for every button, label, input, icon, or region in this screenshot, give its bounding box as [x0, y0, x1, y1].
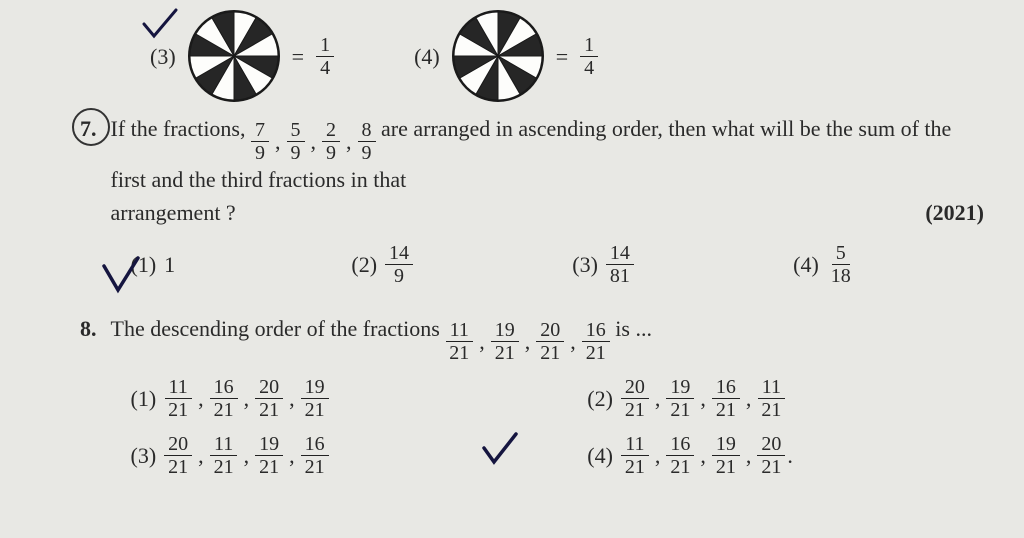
fraction: 1921 [666, 377, 694, 420]
fraction-list: 1121,1921,2021,1621 [445, 320, 610, 363]
top-pie-options-row: (3) = 1 4 (4) = 1 4 [150, 10, 984, 102]
pie-chart-4 [452, 10, 544, 102]
q8-lead: The descending order of the fractions [111, 316, 446, 341]
q7-options: (1) 1 (2) 149 (3) 1481 (4) 518 [131, 243, 985, 286]
fraction: 1121 [621, 434, 649, 477]
year-tag: (2021) [925, 196, 984, 229]
option-label: (4) [587, 439, 613, 472]
answer-option[interactable]: (4) 1121,1621,1921,2021. [587, 434, 984, 477]
q8-options: (1) 1121,1621,2021,1921 (2) 2021,1921,1621,… [131, 377, 985, 477]
q7-fraction-list: 79,59,29,89 [251, 116, 376, 141]
fraction-list: 79,59,29,89 [251, 120, 376, 163]
question-8-text: The descending order of the fractions 11… [111, 312, 985, 363]
fraction: 1121 [210, 434, 238, 477]
fraction: 1121 [164, 377, 192, 420]
fraction: 1921 [712, 434, 740, 477]
option-label: (3) [572, 248, 598, 281]
q7-lead: If the fractions, [111, 116, 252, 141]
question-7-body: If the fractions, 79,59,29,89 are arrang… [111, 112, 985, 286]
fraction: 79 [251, 120, 269, 163]
page: (3) = 1 4 (4) = 1 4 7. If the fractions,… [0, 0, 1024, 487]
option-value: 1 [164, 248, 175, 281]
equals-sign: = [292, 40, 304, 73]
answer-option[interactable]: (1) 1 [131, 243, 322, 286]
option-label: (4) [793, 248, 819, 281]
fraction: 1481 [606, 243, 634, 286]
fraction: 1921 [491, 320, 519, 363]
fraction-1-4: 1 4 [316, 35, 334, 78]
option-label: (1) [131, 248, 157, 281]
question-7-text: If the fractions, 79,59,29,89 are arrang… [111, 112, 985, 196]
fraction: 2021 [164, 434, 192, 477]
answer-option[interactable]: (2) 149 [351, 243, 542, 286]
question-8: 8. The descending order of the fractions… [80, 312, 984, 477]
q8-fraction-list: 1121,1921,2021,1621 [445, 316, 610, 341]
pie-chart-3 [188, 10, 280, 102]
option-label: (2) [351, 248, 377, 281]
option-label: (1) [131, 382, 157, 415]
fraction: 1621 [210, 377, 238, 420]
fraction-list: 1121,1621,1921,2021. [621, 434, 793, 477]
q8-tail: is ... [615, 316, 652, 341]
fraction: 2021 [536, 320, 564, 363]
fraction: 1921 [301, 377, 329, 420]
option-label: (3) [131, 439, 157, 472]
fraction: 1621 [666, 434, 694, 477]
fraction: 1621 [301, 434, 329, 477]
fraction: 2021 [621, 377, 649, 420]
fraction: 89 [358, 120, 376, 163]
fraction: 1121 [445, 320, 473, 363]
option-label: (2) [587, 382, 613, 415]
answer-option[interactable]: (3) 2021,1121,1921,1621 [131, 434, 528, 477]
answer-option[interactable]: (3) 1481 [572, 243, 763, 286]
fraction: 518 [827, 243, 855, 286]
q7-last-line: arrangement ? (2021) [111, 196, 985, 229]
fraction: 1621 [712, 377, 740, 420]
option-4-group: (4) = 1 4 [414, 10, 598, 102]
answer-option[interactable]: (2) 2021,1921,1621,1121 [587, 377, 984, 420]
fraction: 149 [385, 243, 413, 286]
fraction-1-4: 1 4 [580, 35, 598, 78]
question-8-number: 8. [80, 312, 97, 477]
option-3-label: (3) [150, 40, 176, 73]
question-7: 7. If the fractions, 79,59,29,89 are arr… [80, 112, 984, 286]
fraction-list: 2021,1921,1621,1121 [621, 377, 786, 420]
fraction: 1921 [255, 434, 283, 477]
fraction-list: 1121,1621,2021,1921 [164, 377, 329, 420]
question-8-body: The descending order of the fractions 11… [111, 312, 985, 477]
question-7-number: 7. [80, 112, 97, 286]
q7-arrangement: arrangement ? [111, 196, 236, 229]
option-3-group: (3) = 1 4 [150, 10, 334, 102]
fraction-list: 2021,1121,1921,1621 [164, 434, 329, 477]
answer-option[interactable]: (1) 1121,1621,2021,1921 [131, 377, 528, 420]
option-4-label: (4) [414, 40, 440, 73]
equals-sign: = [556, 40, 568, 73]
fraction: 1621 [582, 320, 610, 363]
answer-option[interactable]: (4) 518 [793, 243, 984, 286]
fraction: 1121 [757, 377, 785, 420]
fraction: 2021 [757, 434, 785, 477]
fraction: 29 [322, 120, 340, 163]
fraction: 59 [287, 120, 305, 163]
fraction: 2021 [255, 377, 283, 420]
